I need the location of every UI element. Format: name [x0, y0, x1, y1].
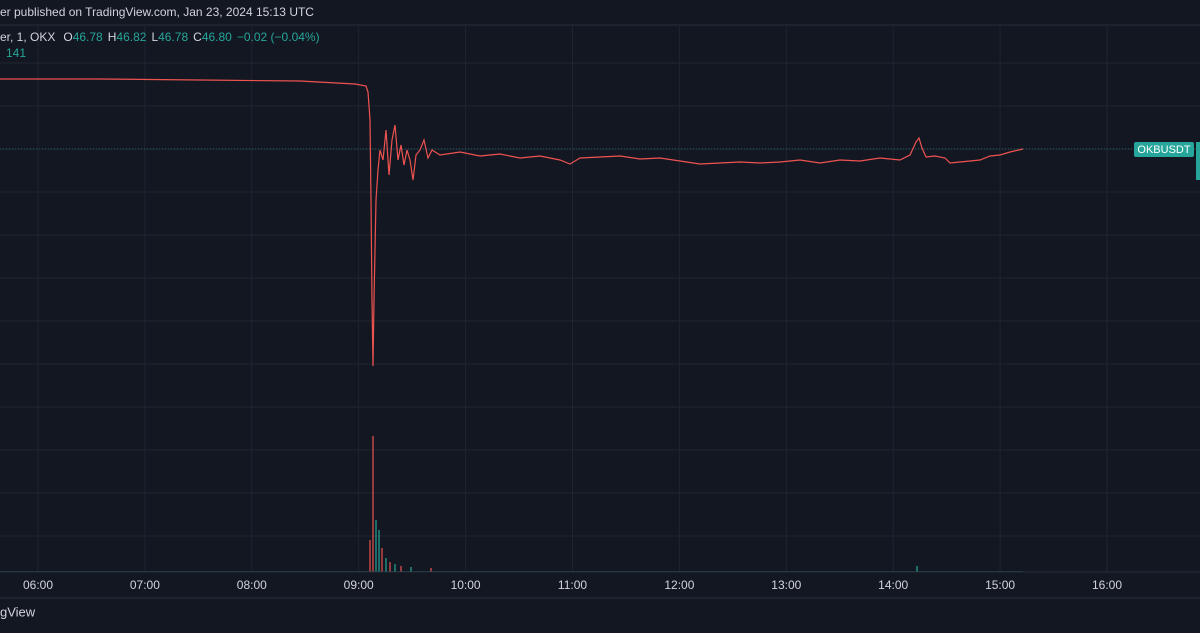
legend-label: C — [193, 30, 202, 44]
legend: er, 1, OKX O46.78 H46.82 L46.78 C46.80 −0.02 … — [0, 30, 320, 44]
volume-bar — [394, 564, 396, 572]
price-tag-box — [1134, 142, 1194, 157]
legend-label: L — [151, 30, 158, 44]
volume-bar — [400, 566, 402, 572]
legend-value: 46.78 — [73, 30, 103, 44]
grid — [0, 25, 1200, 572]
legend-symbol: er, 1, OKX — [0, 30, 55, 44]
volume-bar — [372, 436, 374, 572]
axis-price-marker — [1196, 142, 1200, 180]
legend-label: H — [108, 30, 117, 44]
time-label: 14:00 — [878, 578, 908, 592]
price-series — [0, 78, 1024, 367]
legend-change: −0.02 (−0.04%) — [237, 30, 320, 44]
time-label: 11:00 — [558, 578, 587, 592]
volume-bar — [378, 530, 380, 572]
volume-bar — [916, 566, 918, 572]
legend-value: 46.82 — [116, 30, 146, 44]
time-label: 15:00 — [985, 578, 1015, 592]
published-text: er published on TradingView.com, Jan 23,… — [0, 5, 314, 19]
volume-bar — [375, 520, 377, 572]
volume-bar — [430, 568, 432, 572]
time-axis: 06:00 07:00 08:00 09:00 10:00 11:00 12:00 13:00… — [23, 578, 1122, 592]
time-label: 07:00 — [130, 578, 160, 592]
volume-bar — [389, 562, 391, 572]
legend-label: O — [63, 30, 72, 44]
volume-bar — [385, 558, 387, 572]
legend-value: 46.78 — [158, 30, 188, 44]
time-label: 08:00 — [237, 578, 267, 592]
top-bar — [0, 0, 1200, 25]
volume-bar — [369, 540, 371, 572]
time-label: 12:00 — [664, 578, 694, 592]
price-tag: OKBUSDT — [1137, 144, 1190, 156]
time-label: 06:00 — [23, 578, 53, 592]
time-label: 16:00 — [1092, 578, 1122, 592]
footer-brand: gView — [0, 604, 36, 619]
volume-value: 141 — [6, 46, 26, 60]
time-label: 09:00 — [344, 578, 374, 592]
time-label: 10:00 — [451, 578, 481, 592]
legend-value: 46.80 — [202, 30, 232, 44]
time-label: 13:00 — [771, 578, 801, 592]
volume-bar — [410, 567, 412, 572]
volume-bar — [381, 548, 383, 572]
